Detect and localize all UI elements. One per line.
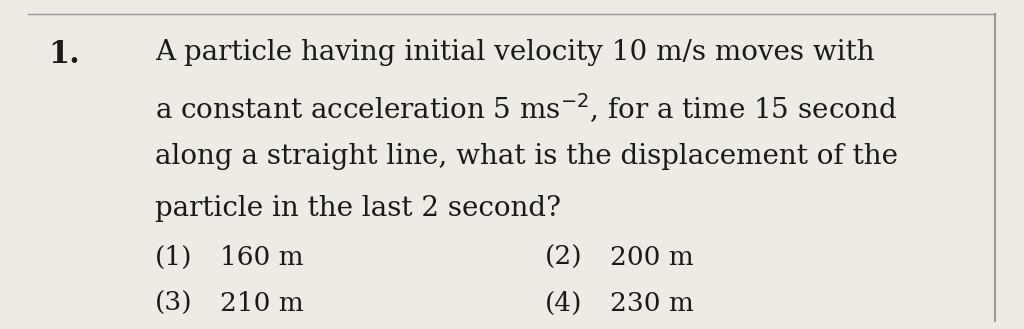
Text: 1.: 1. xyxy=(48,39,80,70)
Text: a constant acceleration 5 ms$^{-2}$, for a time 15 second: a constant acceleration 5 ms$^{-2}$, for… xyxy=(155,91,897,125)
Text: 210 m: 210 m xyxy=(220,291,304,316)
Text: (2): (2) xyxy=(545,245,583,270)
Text: 230 m: 230 m xyxy=(610,291,694,316)
Text: along a straight line, what is the displacement of the: along a straight line, what is the displ… xyxy=(155,143,898,170)
Text: particle in the last 2 second?: particle in the last 2 second? xyxy=(155,195,561,222)
Text: A particle having initial velocity 10 m/s moves with: A particle having initial velocity 10 m/… xyxy=(155,39,874,66)
Text: (4): (4) xyxy=(545,291,583,316)
Text: (1): (1) xyxy=(155,245,193,270)
Text: 160 m: 160 m xyxy=(220,245,304,270)
Text: 200 m: 200 m xyxy=(610,245,693,270)
Text: (3): (3) xyxy=(155,291,193,316)
